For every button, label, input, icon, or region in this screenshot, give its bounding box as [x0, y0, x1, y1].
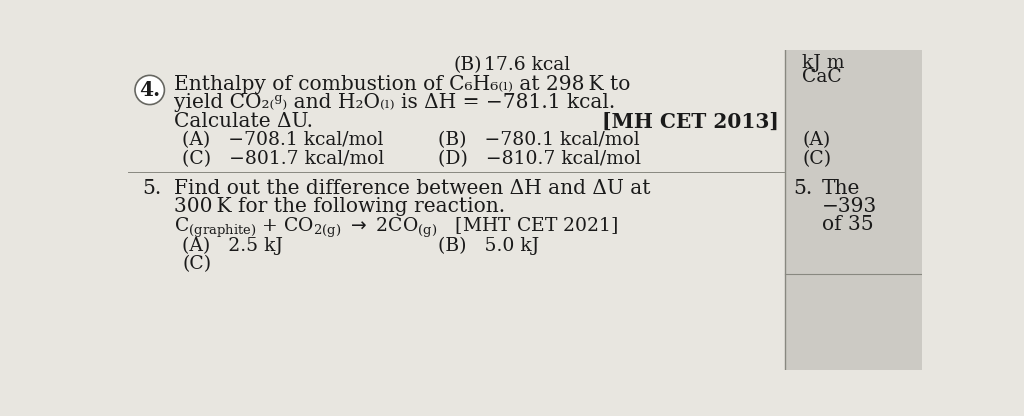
Text: 5.: 5. — [793, 178, 812, 198]
Text: (D)   −810.7 kcal/mol: (D) −810.7 kcal/mol — [438, 150, 641, 168]
Circle shape — [135, 75, 165, 104]
Text: Enthalpy of combustion of C₆H₆₍ₗ₎ at 298 K to: Enthalpy of combustion of C₆H₆₍ₗ₎ at 298… — [174, 74, 631, 94]
Text: (C): (C) — [182, 255, 211, 273]
Text: CaC: CaC — [802, 68, 842, 87]
Text: 17.6 kcal: 17.6 kcal — [484, 56, 570, 74]
Text: (C)   −801.7 kcal/mol: (C) −801.7 kcal/mol — [182, 150, 384, 168]
Text: (C): (C) — [802, 150, 831, 168]
Text: (A)   2.5 kJ: (A) 2.5 kJ — [182, 237, 284, 255]
Text: yield CO₂₍ᵍ₎ and H₂O₍ₗ₎ is ΔH = −781.1 kcal.: yield CO₂₍ᵍ₎ and H₂O₍ₗ₎ is ΔH = −781.1 k… — [174, 93, 615, 112]
Text: Calculate ΔU.: Calculate ΔU. — [174, 111, 313, 131]
Text: C$_{\mathregular{(graphite)}}$ + CO$_{\mathregular{2(g)}}$ $\rightarrow$ 2CO$_{\: C$_{\mathregular{(graphite)}}$ + CO$_{\m… — [174, 215, 618, 240]
Text: (B)   5.0 kJ: (B) 5.0 kJ — [438, 237, 540, 255]
Text: [MH CET 2013]: [MH CET 2013] — [602, 111, 779, 131]
Text: 300 K for the following reaction.: 300 K for the following reaction. — [174, 197, 506, 216]
Text: kJ m: kJ m — [802, 54, 845, 72]
Bar — [785, 50, 922, 370]
Text: of 35: of 35 — [821, 215, 873, 235]
Text: (A): (A) — [802, 131, 830, 149]
Text: 4.: 4. — [139, 80, 161, 100]
Text: The: The — [821, 178, 860, 198]
Text: (B): (B) — [454, 56, 482, 74]
Text: (A)   −708.1 kcal/mol: (A) −708.1 kcal/mol — [182, 131, 384, 149]
Text: (B)   −780.1 kcal/mol: (B) −780.1 kcal/mol — [438, 131, 640, 149]
Text: 5.: 5. — [142, 178, 161, 198]
Text: −393: −393 — [821, 197, 877, 216]
Text: Find out the difference between ΔH and ΔU at: Find out the difference between ΔH and Δ… — [174, 178, 651, 198]
